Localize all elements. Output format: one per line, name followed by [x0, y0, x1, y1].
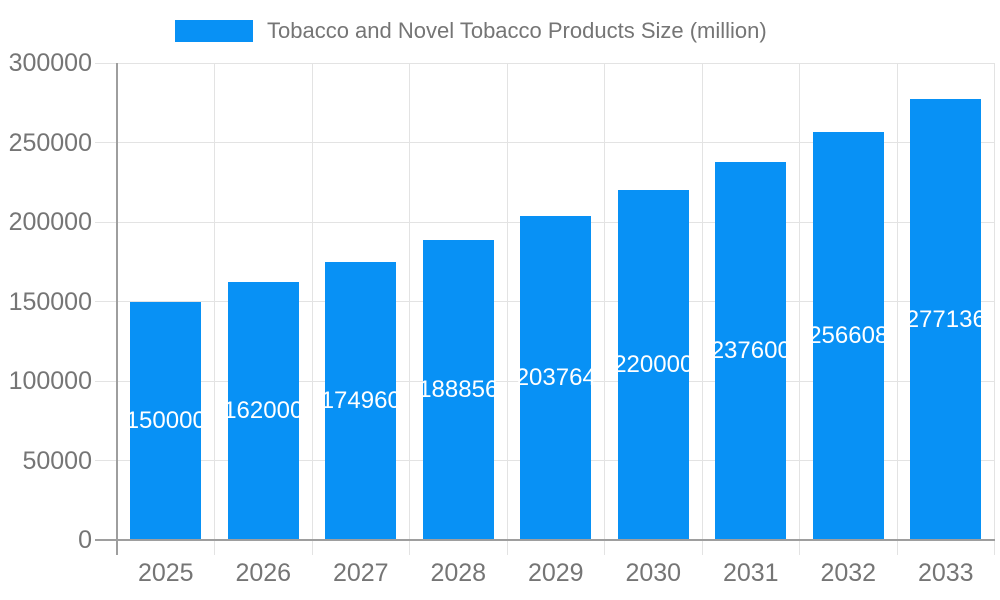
- bar-value-label: 220000: [613, 351, 694, 379]
- gridline-vertical: [214, 63, 215, 555]
- legend-label: Tobacco and Novel Tobacco Products Size …: [267, 18, 767, 43]
- y-axis-tick-label: 200000: [8, 208, 92, 236]
- bar-value-label: 174960: [320, 386, 401, 414]
- bar-value-label: 256608: [808, 321, 889, 349]
- gridline-horizontal: [95, 62, 995, 64]
- y-axis-tick-label: 50000: [22, 446, 92, 475]
- y-axis-tick-label: 250000: [8, 128, 92, 157]
- x-axis-tick-label: 2029: [527, 559, 584, 587]
- x-axis-tick-label: 2033: [917, 559, 974, 587]
- y-axis-tick-label: 300000: [8, 49, 92, 77]
- legend-item[interactable]: Tobacco and Novel Tobacco Products Size …: [175, 20, 767, 42]
- bar-value-label: 237600: [710, 337, 791, 365]
- legend-swatch-icon: [175, 20, 253, 42]
- bar-2031[interactable]: [715, 162, 787, 540]
- bar-value-label: 188856: [418, 375, 499, 403]
- x-axis-line: [95, 539, 995, 541]
- x-axis-tick-label: 2030: [625, 559, 682, 587]
- bar-2028[interactable]: [422, 239, 494, 540]
- gridline-vertical: [506, 63, 508, 555]
- bar-value-label: 203764: [515, 364, 596, 391]
- y-axis-tick-label: 150000: [8, 287, 92, 316]
- x-axis-tick-label: 2032: [820, 559, 877, 587]
- gridline-vertical: [311, 63, 313, 555]
- x-axis-tick-label: 2026: [235, 559, 292, 587]
- bar-2030[interactable]: [617, 190, 689, 540]
- gridline-vertical: [701, 63, 703, 555]
- bar-2027[interactable]: [325, 261, 397, 540]
- gridline-vertical: [409, 63, 410, 555]
- gridline-vertical: [896, 63, 898, 555]
- gridline-horizontal: [95, 142, 995, 143]
- bar-2026[interactable]: [227, 282, 299, 540]
- x-axis-tick-label: 2028: [430, 559, 487, 587]
- gridline-vertical: [799, 63, 800, 555]
- bar-value-label: 277136: [905, 305, 986, 333]
- y-axis-line: [116, 63, 118, 555]
- y-axis-tick-label: 0: [78, 526, 92, 554]
- bar-2025[interactable]: [130, 301, 202, 540]
- x-axis-tick-label: 2027: [332, 559, 389, 587]
- x-axis-tick-label: 2031: [722, 559, 779, 587]
- bar-2033[interactable]: [910, 99, 982, 540]
- bar-value-label: 150000: [125, 406, 206, 434]
- bar-2032[interactable]: [812, 131, 884, 540]
- y-axis-tick-label: 100000: [8, 367, 92, 395]
- x-axis-tick-label: 2025: [137, 559, 194, 587]
- bar-2029[interactable]: [520, 216, 592, 540]
- gridline-vertical: [994, 63, 995, 555]
- bar-value-label: 162000: [223, 397, 304, 425]
- gridline-vertical: [604, 63, 605, 555]
